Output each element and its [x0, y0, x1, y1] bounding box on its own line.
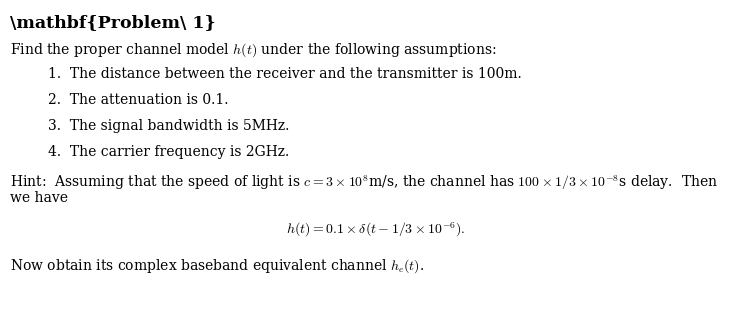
- Text: Hint:  Assuming that the speed of light is $c = 3 \times 10^8$m/s, the channel h: Hint: Assuming that the speed of light i…: [10, 173, 718, 192]
- Text: $h(t) = 0.1 \times \delta(t - 1/3 \times 10^{-6}).$: $h(t) = 0.1 \times \delta(t - 1/3 \times…: [287, 221, 465, 239]
- Text: 4.  The carrier frequency is 2GHz.: 4. The carrier frequency is 2GHz.: [48, 145, 290, 159]
- Text: 2.  The attenuation is 0.1.: 2. The attenuation is 0.1.: [48, 93, 229, 107]
- Text: we have: we have: [10, 191, 68, 205]
- Text: \mathbf{Problem\ 1}: \mathbf{Problem\ 1}: [10, 14, 216, 31]
- Text: Now obtain its complex baseband equivalent channel $h_e(t)$.: Now obtain its complex baseband equivale…: [10, 257, 424, 275]
- Text: Find the proper channel model $h(t)$ under the following assumptions:: Find the proper channel model $h(t)$ und…: [10, 41, 496, 59]
- Text: 1.  The distance between the receiver and the transmitter is 100m.: 1. The distance between the receiver and…: [48, 67, 522, 81]
- Text: 3.  The signal bandwidth is 5MHz.: 3. The signal bandwidth is 5MHz.: [48, 119, 290, 133]
